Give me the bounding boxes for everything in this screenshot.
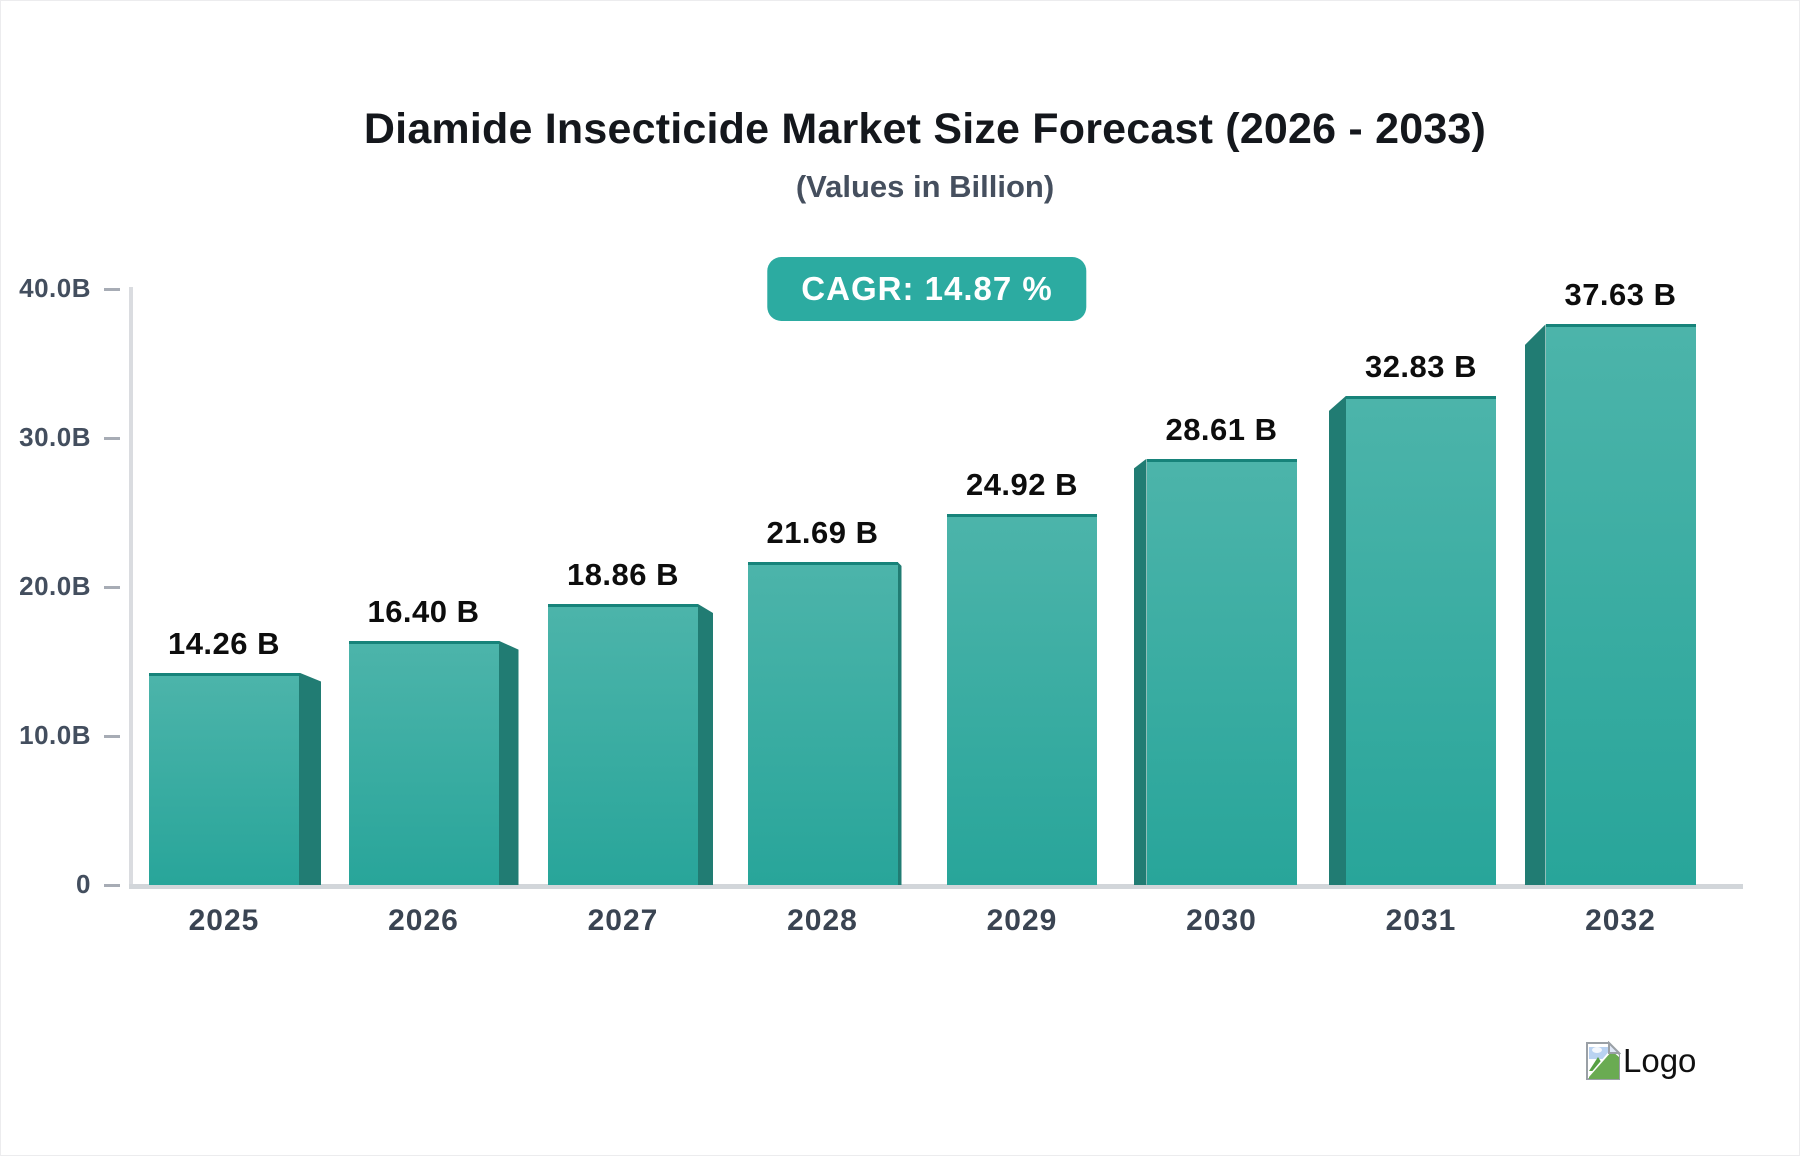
bar-value-label: 14.26 B <box>167 625 281 661</box>
y-axis-tick <box>104 288 120 291</box>
y-axis-tick <box>104 735 120 738</box>
bar <box>1545 324 1696 885</box>
bar-value-label: 37.63 B <box>1564 277 1677 313</box>
bar-side-face <box>498 640 519 885</box>
chart-subtitle: (Values in Billion) <box>795 169 1055 204</box>
bar-value-label: 24.92 B <box>965 466 1079 502</box>
x-axis-label: 2027 <box>587 904 659 937</box>
bar-side-face <box>698 603 713 885</box>
cagr-badge: CAGR: 14.87 % <box>767 257 1087 321</box>
logo-text: Logo <box>1623 1042 1697 1079</box>
bar-value-label: 28.61 B <box>1165 411 1278 447</box>
chart-title: Diamide Insecticide Market Size Forecast… <box>363 105 1487 153</box>
y-axis-line <box>129 287 133 885</box>
bar <box>1146 458 1297 885</box>
y-axis-label: 30.0B <box>19 422 91 452</box>
y-axis-label: 0 <box>76 869 91 899</box>
bar <box>1346 395 1496 885</box>
x-axis-line <box>129 884 1743 889</box>
x-axis-label: 2029 <box>986 904 1058 937</box>
bar <box>348 640 499 885</box>
x-axis-label: 2030 <box>1186 904 1257 937</box>
x-axis-label: 2025 <box>188 904 260 937</box>
y-axis-label: 20.0B <box>19 571 91 601</box>
logo: Logo <box>1585 1041 1696 1081</box>
bar <box>149 672 299 885</box>
bar-value-label: 32.83 B <box>1364 348 1478 384</box>
bar <box>747 561 898 885</box>
bar-side-face <box>1133 458 1147 885</box>
bar-side-face <box>1329 395 1346 885</box>
bar <box>947 513 1097 885</box>
x-axis-label: 2026 <box>388 904 459 937</box>
y-axis-label: 40.0B <box>19 273 91 303</box>
x-axis-label: 2031 <box>1385 904 1457 937</box>
bar-value-label: 16.40 B <box>367 593 480 629</box>
y-axis-label: 10.0B <box>19 720 91 750</box>
bar <box>548 603 698 885</box>
bar-side-face <box>1524 324 1546 885</box>
bar-value-label: 18.86 B <box>566 556 680 592</box>
y-axis-tick <box>104 437 120 440</box>
broken-image-icon <box>1586 1041 1621 1080</box>
x-axis-label: 2028 <box>787 904 858 937</box>
x-axis-label: 2032 <box>1585 904 1656 937</box>
y-axis-tick <box>104 586 120 589</box>
bar-side-face <box>897 561 902 885</box>
y-axis-tick <box>104 884 120 887</box>
bar-side-face <box>299 672 321 885</box>
bar-value-label: 21.69 B <box>766 514 879 550</box>
